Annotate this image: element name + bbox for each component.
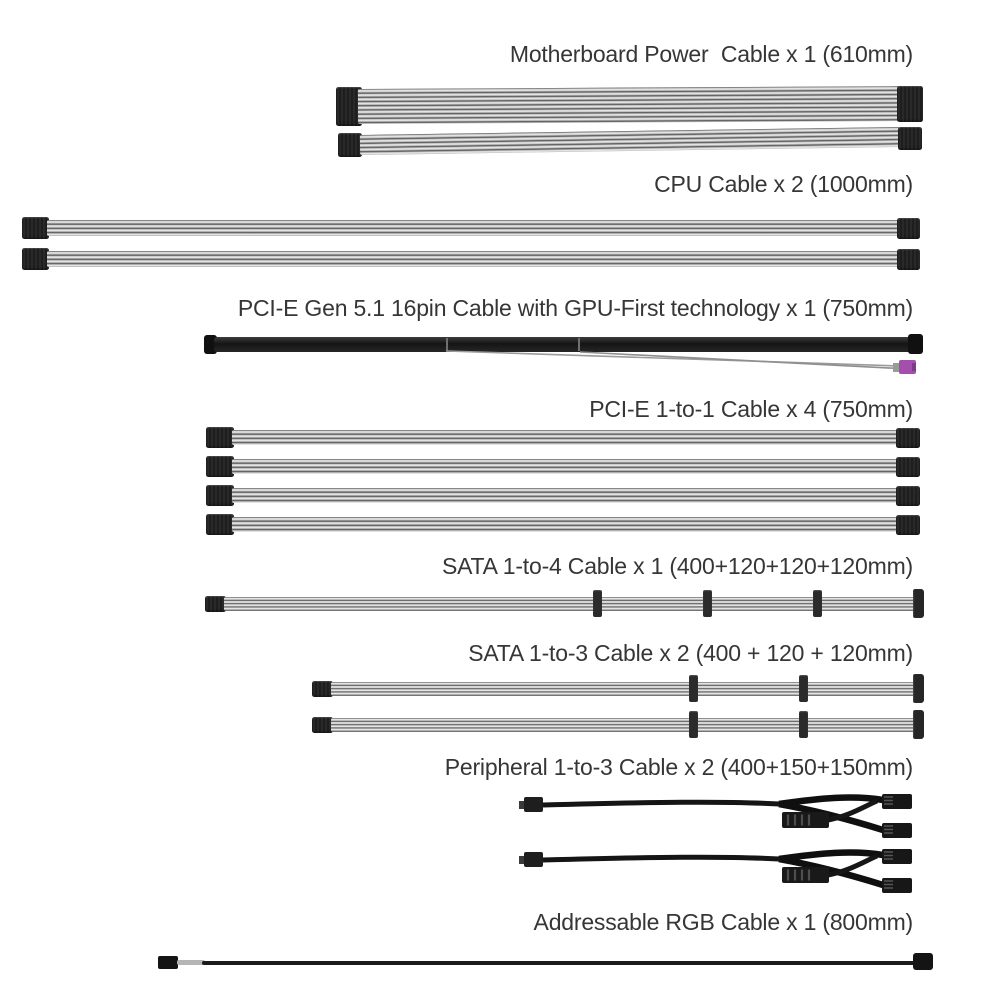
sata-connector [813, 590, 822, 617]
cable-ribbon [47, 220, 899, 236]
cable-ribbon [331, 682, 915, 696]
cable-ribbon [232, 430, 898, 445]
cable-wire [202, 961, 915, 965]
sata-connector [689, 675, 698, 702]
bare-wire-segment [177, 960, 205, 965]
cable-connector [206, 514, 234, 535]
cable-connector [897, 86, 923, 122]
cable-ribbon [232, 459, 898, 474]
cable-connector [897, 249, 920, 270]
cable-connector [206, 485, 234, 506]
label-peripheral-1to3-cable: Peripheral 1-to-3 Cable x 2 (400+150+150… [444, 754, 913, 780]
cable-connector [158, 956, 178, 969]
sense-wire-ferrule [893, 363, 900, 372]
label-sata-1to3-cable: SATA 1-to-3 Cable x 2 (400 + 120 + 120mm… [468, 640, 913, 666]
cable-ribbon [359, 126, 901, 155]
label-sata-1to4-cable: SATA 1-to-4 Cable x 1 (400+120+120+120mm… [441, 553, 913, 579]
cable-ribbon [224, 597, 915, 611]
cable-end-cap [908, 334, 923, 354]
cable-connector [896, 486, 920, 506]
cable-ribbon [232, 488, 898, 503]
label-pcie-gen51-cable: PCI-E Gen 5.1 16pin Cable with GPU-First… [237, 295, 913, 321]
cable-connector [897, 218, 920, 239]
sata-end-connector [913, 710, 924, 739]
cable-connector [896, 457, 920, 477]
sense-wire-illustration [445, 350, 916, 374]
cable-ribbon [357, 86, 901, 124]
cable-connector [312, 717, 333, 733]
sata-connector [593, 590, 602, 617]
cable-connector [22, 217, 49, 239]
label-pcie-1to1-cable: PCI-E 1-to-1 Cable x 4 (750mm) [589, 396, 913, 422]
cable-connector [913, 953, 933, 970]
cable-ribbon [47, 251, 899, 267]
label-addressable-rgb-cable: Addressable RGB Cable x 1 (800mm) [533, 909, 914, 935]
sata-end-connector [913, 674, 924, 703]
sleeve-segment-divider [578, 338, 580, 351]
peripheral-cable-illustration [519, 849, 912, 893]
cable-connector [524, 852, 543, 867]
cable-connector [524, 797, 543, 812]
cable-connector [206, 456, 234, 477]
cable-connector [206, 427, 234, 448]
cable-ribbon [331, 718, 915, 732]
sleeve-segment-divider [446, 338, 448, 351]
sata-connector [799, 711, 808, 738]
cable-ribbon [232, 517, 898, 532]
molex-connector [782, 812, 829, 828]
cable-connector [312, 681, 333, 697]
sleeved-cable [214, 337, 911, 352]
molex-connector [782, 867, 829, 883]
cable-connector [22, 248, 49, 270]
cable-connector [205, 596, 226, 612]
cable-connector [898, 127, 922, 150]
sata-end-connector [913, 589, 924, 618]
cable-connector [896, 515, 920, 535]
label-cpu-cable: CPU Cable x 2 (1000mm) [654, 171, 913, 197]
sata-connector [799, 675, 808, 702]
cable-connector [336, 87, 362, 126]
cable-connector [896, 428, 920, 448]
label-motherboard-power-cable: Motherboard Power Cable x 1 (610mm) [509, 41, 913, 67]
sata-connector [689, 711, 698, 738]
sense-wire-plug-purple [899, 360, 916, 374]
cable-connector [338, 133, 362, 157]
sata-connector [703, 590, 712, 617]
peripheral-cable-illustration [519, 794, 912, 838]
cable-end-cap [204, 335, 217, 354]
